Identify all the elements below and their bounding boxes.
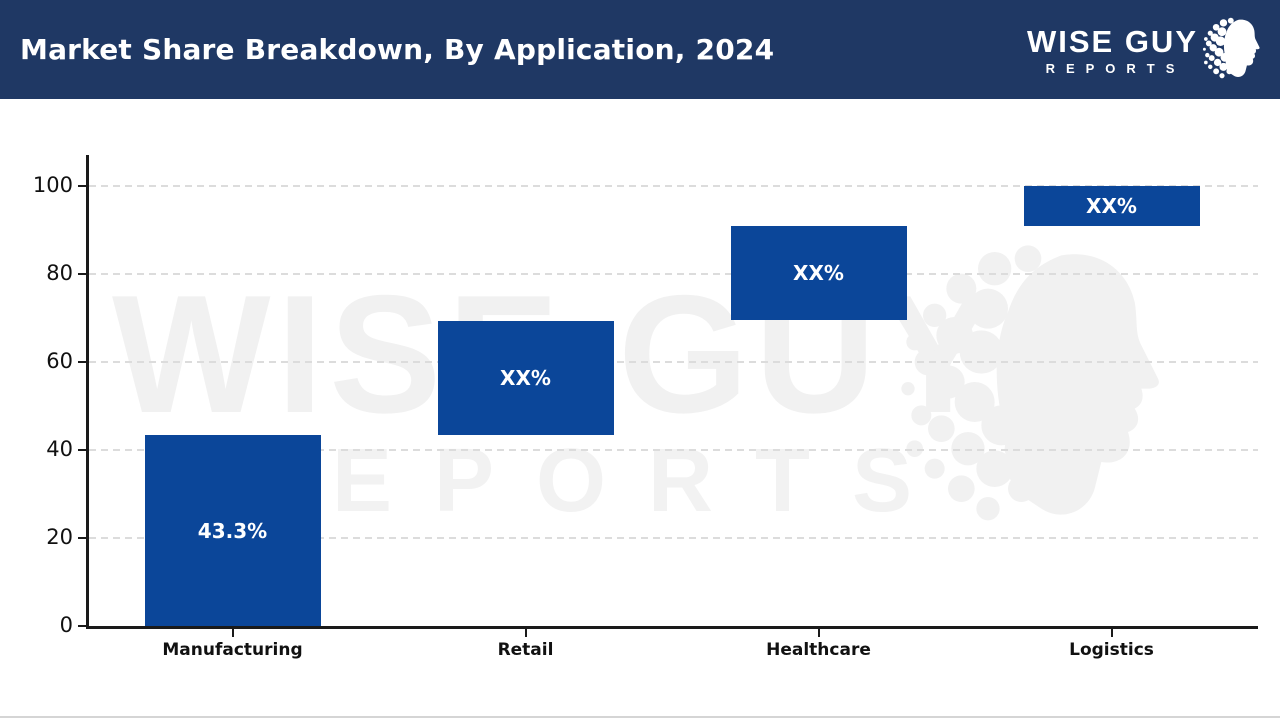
y-tick-40 [78, 448, 86, 451]
x-label-manufacturing: Manufacturing [162, 640, 303, 660]
page-title: Market Share Breakdown, By Application, … [20, 33, 775, 66]
bar-logistics: XX% [1023, 185, 1200, 226]
bottom-border [0, 716, 1280, 718]
bar-healthcare: XX% [730, 225, 907, 321]
wise-guy-head-icon [1202, 17, 1260, 79]
x-tick-manufacturing [231, 629, 234, 637]
gridline-20 [89, 536, 1258, 539]
gridline-60 [89, 360, 1258, 363]
y-tick-label-100: 100 [32, 172, 73, 197]
gridline-40 [89, 448, 1258, 451]
x-tick-retail [524, 629, 527, 637]
watermark-text-2: REPORTS [225, 431, 955, 531]
bar-healthcare-text: XX% [793, 261, 844, 286]
x-axis-line [86, 626, 1258, 629]
bar-retail-text: XX% [500, 365, 551, 390]
y-tick-label-40: 40 [46, 436, 73, 461]
y-tick-80 [78, 272, 86, 275]
y-tick-20 [78, 536, 86, 539]
gridline-100 [89, 184, 1258, 187]
y-tick-0 [78, 625, 86, 627]
y-tick-label-60: 60 [46, 348, 73, 373]
y-axis-line [86, 155, 89, 629]
logo-wordmark: WISE GUY [1026, 24, 1198, 59]
y-tick-label-20: 20 [46, 524, 73, 549]
header: Market Share Breakdown, By Application, … [0, 0, 1280, 99]
bar-manufacturing-text: 43.3% [197, 518, 268, 543]
y-tick-60 [78, 360, 86, 363]
bar-manufacturing: 43.3% [144, 435, 321, 626]
bar-logistics-text: XX% [1086, 193, 1137, 218]
gridline-80 [89, 272, 1258, 275]
y-tick-label-80: 80 [46, 260, 73, 285]
y-tick-100 [78, 184, 86, 187]
logo-subtext: REPORTS [1045, 61, 1186, 76]
x-label-retail: Retail [497, 640, 554, 660]
bar-retail: XX% [437, 320, 614, 436]
logo: WISE GUY REPORTS [1027, 6, 1266, 94]
x-tick-healthcare [817, 629, 820, 637]
x-label-healthcare: Healthcare [766, 640, 871, 660]
y-tick-label-0: 0 [59, 613, 73, 637]
logo-text: WISE GUY REPORTS [1027, 24, 1198, 76]
x-label-logistics: Logistics [1069, 640, 1154, 660]
x-tick-logistics [1110, 629, 1113, 637]
